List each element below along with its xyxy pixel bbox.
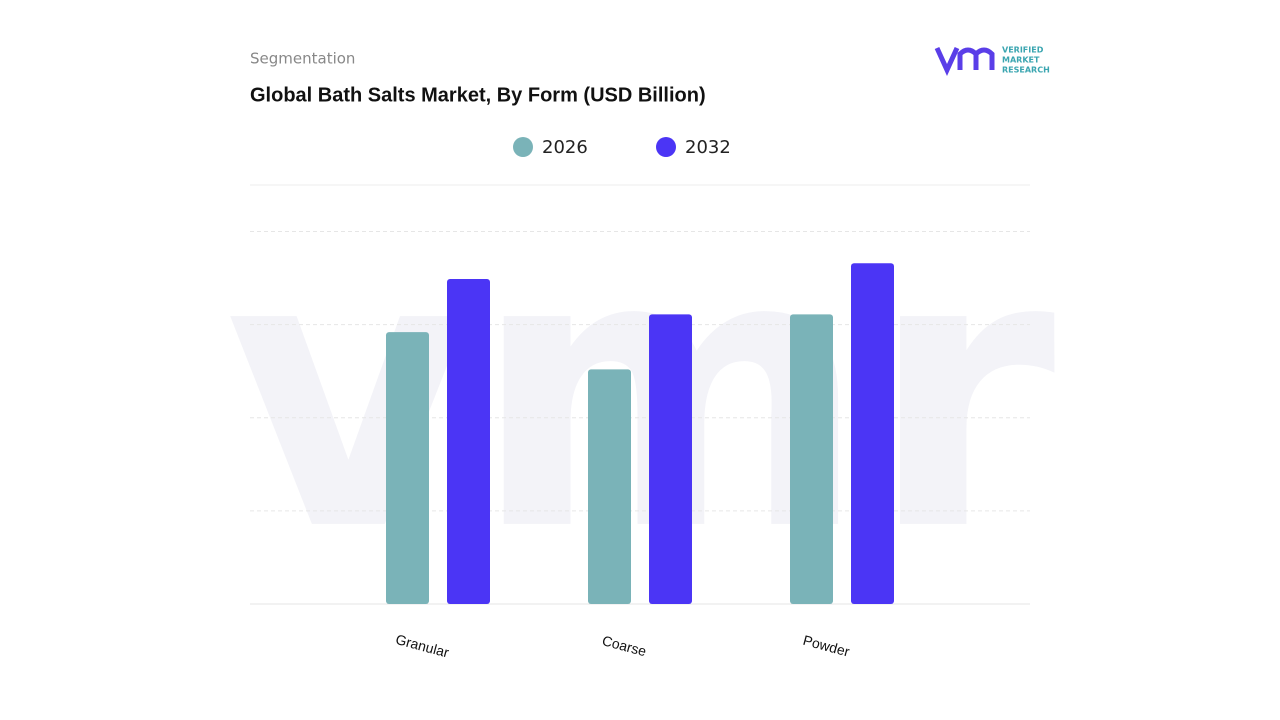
logo: VERIFIED MARKET RESEARCH [934,46,1050,77]
bar [447,279,490,604]
bar [588,369,631,604]
x-tick-label: Coarse [600,632,648,659]
chart-title: Global Bath Salts Market, By Form (USD B… [250,84,706,106]
logo-text: RESEARCH [1002,66,1050,75]
subtitle: Segmentation [250,50,355,68]
legend-marker [656,137,676,157]
legend-label: 2026 [542,137,588,158]
bar [790,314,833,604]
bar [649,314,692,604]
logo-text: MARKET [1002,56,1040,65]
watermark: vmr [224,171,1058,614]
logo-mark [934,46,995,77]
x-tick-label: Granular [394,631,451,661]
legend-marker [513,137,533,157]
bar [851,263,894,604]
legend-label: 2032 [685,137,731,158]
bar [386,332,429,604]
x-tick-label: Powder [801,632,851,660]
logo-text: VERIFIED [1002,46,1044,55]
